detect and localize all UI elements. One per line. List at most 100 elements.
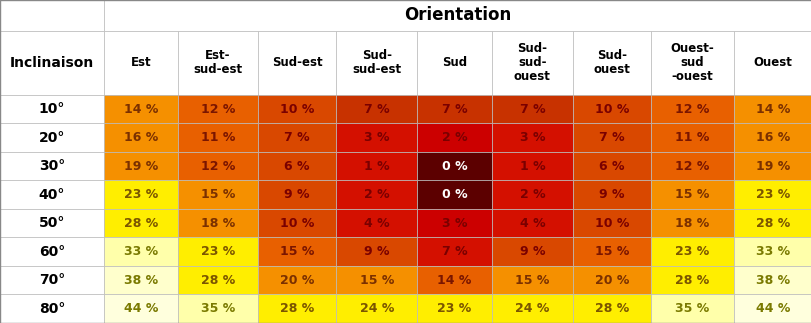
Text: 6 %: 6 % (284, 160, 309, 172)
Bar (733, 209, 811, 237)
Bar (491, 209, 573, 237)
Text: 7 %: 7 % (363, 102, 389, 116)
Text: Sud: Sud (441, 56, 466, 69)
Text: 28 %: 28 % (675, 274, 709, 287)
Bar (650, 31, 733, 95)
Text: 15 %: 15 % (280, 245, 314, 258)
Bar (336, 266, 417, 295)
Text: 1 %: 1 % (363, 160, 389, 172)
Bar (178, 180, 257, 209)
Text: 15 %: 15 % (200, 188, 235, 201)
Bar (0, 152, 104, 180)
Text: 15 %: 15 % (675, 188, 709, 201)
Bar (104, 152, 178, 180)
Bar (573, 266, 650, 295)
Bar (0, 266, 104, 295)
Bar (104, 95, 178, 123)
Bar (573, 95, 650, 123)
Bar (257, 209, 336, 237)
Text: 24 %: 24 % (515, 302, 549, 315)
Bar (650, 237, 733, 266)
Text: 9 %: 9 % (363, 245, 389, 258)
Text: 0 %: 0 % (441, 160, 467, 172)
Text: 28 %: 28 % (124, 217, 158, 230)
Text: 20 %: 20 % (280, 274, 314, 287)
Text: 6 %: 6 % (599, 160, 624, 172)
Text: 23 %: 23 % (755, 188, 789, 201)
Bar (650, 295, 733, 323)
Text: 23 %: 23 % (124, 188, 158, 201)
Text: 35 %: 35 % (675, 302, 709, 315)
Text: 12 %: 12 % (200, 102, 235, 116)
Text: 1 %: 1 % (519, 160, 544, 172)
Text: 15 %: 15 % (359, 274, 393, 287)
Text: 12 %: 12 % (675, 160, 709, 172)
Bar (491, 123, 573, 152)
Bar (336, 152, 417, 180)
Bar (491, 95, 573, 123)
Bar (417, 123, 491, 152)
Text: 19 %: 19 % (124, 160, 158, 172)
Text: Sud-est: Sud-est (272, 56, 322, 69)
Text: Sud-
ouest: Sud- ouest (593, 49, 630, 76)
Bar (573, 237, 650, 266)
Bar (336, 123, 417, 152)
Bar (336, 237, 417, 266)
Text: 9 %: 9 % (519, 245, 544, 258)
Text: 11 %: 11 % (200, 131, 235, 144)
Text: 70°: 70° (39, 273, 65, 287)
Bar (0, 123, 104, 152)
Bar (491, 31, 573, 95)
Text: 4 %: 4 % (363, 217, 389, 230)
Bar (0, 237, 104, 266)
Text: 44 %: 44 % (755, 302, 789, 315)
Bar (0, 209, 104, 237)
Bar (733, 295, 811, 323)
Bar (104, 31, 178, 95)
Bar (336, 295, 417, 323)
Bar (178, 152, 257, 180)
Text: 2 %: 2 % (519, 188, 544, 201)
Bar (733, 123, 811, 152)
Text: 50°: 50° (39, 216, 65, 230)
Bar (178, 266, 257, 295)
Bar (178, 31, 257, 95)
Text: 15 %: 15 % (594, 245, 629, 258)
Bar (491, 180, 573, 209)
Text: 20°: 20° (39, 130, 65, 145)
Bar (417, 180, 491, 209)
Text: 28 %: 28 % (201, 274, 235, 287)
Bar (733, 95, 811, 123)
Text: 30°: 30° (39, 159, 65, 173)
Text: Inclinaison: Inclinaison (10, 56, 94, 70)
Text: 14 %: 14 % (124, 102, 158, 116)
Bar (104, 209, 178, 237)
Text: 10 %: 10 % (594, 217, 629, 230)
Bar (257, 180, 336, 209)
Bar (417, 95, 491, 123)
Bar (178, 295, 257, 323)
Text: 2 %: 2 % (363, 188, 389, 201)
Bar (104, 0, 811, 31)
Text: 10 %: 10 % (280, 102, 314, 116)
Text: 10°: 10° (39, 102, 65, 116)
Text: Est-
sud-est: Est- sud-est (193, 49, 242, 76)
Bar (650, 152, 733, 180)
Bar (417, 237, 491, 266)
Bar (104, 123, 178, 152)
Text: 38 %: 38 % (124, 274, 158, 287)
Text: 80°: 80° (39, 302, 65, 316)
Text: 20 %: 20 % (594, 274, 629, 287)
Bar (0, 0, 104, 31)
Text: 3 %: 3 % (519, 131, 544, 144)
Text: 10 %: 10 % (280, 217, 314, 230)
Bar (573, 209, 650, 237)
Bar (417, 209, 491, 237)
Bar (650, 180, 733, 209)
Text: 44 %: 44 % (124, 302, 158, 315)
Bar (417, 266, 491, 295)
Bar (573, 31, 650, 95)
Bar (257, 266, 336, 295)
Bar (417, 31, 491, 95)
Text: 9 %: 9 % (284, 188, 309, 201)
